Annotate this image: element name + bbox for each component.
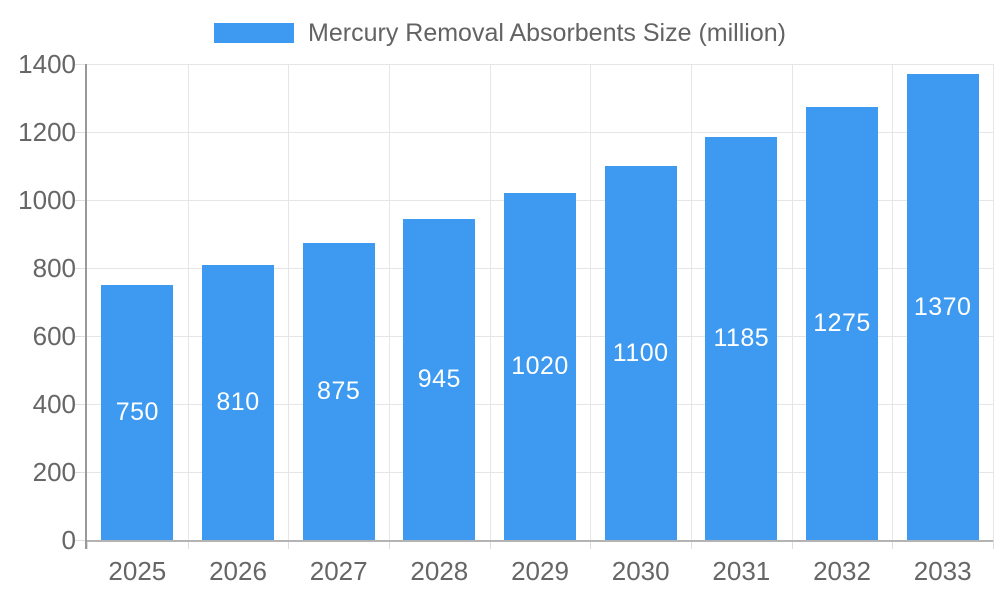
x-axis-line	[87, 540, 993, 542]
bar-value-label: 875	[317, 376, 361, 405]
y-tick-mark	[75, 131, 87, 133]
bar-2027[interactable]: 875	[302, 242, 375, 540]
gridline-vertical	[791, 64, 793, 540]
bar-2032[interactable]: 1275	[806, 106, 878, 540]
gridline-vertical	[489, 64, 491, 540]
gridline-vertical	[590, 64, 592, 540]
y-tick-mark	[75, 267, 87, 269]
y-tick-label: 800	[32, 253, 76, 283]
bar-2025[interactable]: 750	[101, 285, 174, 540]
bar-value-label: 1370	[913, 292, 972, 321]
gridline-vertical	[691, 64, 692, 540]
x-tick-mark	[993, 540, 994, 549]
x-tick-mark	[892, 540, 894, 549]
gridline-vertical	[389, 64, 390, 540]
x-tick-mark	[691, 540, 692, 549]
y-tick-mark	[75, 199, 87, 201]
x-tick-label: 2027	[309, 556, 368, 586]
bar-2030[interactable]: 1100	[604, 166, 677, 540]
bar-value-label: 1100	[612, 338, 669, 367]
x-tick-mark	[187, 540, 189, 549]
legend-label: Mercury Removal Absorbents Size (million…	[308, 18, 786, 47]
bar-2029[interactable]: 1020	[504, 193, 576, 540]
x-tick-label: 2031	[712, 556, 771, 586]
x-tick-label: 2029	[511, 556, 569, 586]
gridline-vertical	[892, 64, 894, 540]
y-tick-label: 1400	[18, 49, 76, 79]
x-tick-mark	[288, 540, 290, 549]
gridline-vertical	[288, 64, 290, 540]
x-tick-mark	[87, 540, 88, 549]
y-tick-label: 200	[32, 457, 76, 487]
bar-value-label: 945	[417, 364, 461, 393]
x-tick-label: 2032	[813, 556, 871, 586]
x-tick-mark	[389, 540, 390, 549]
gridline-vertical	[993, 64, 994, 540]
y-tick-mark	[75, 471, 87, 473]
bar-value-label: 1020	[511, 352, 569, 381]
y-tick-mark	[75, 335, 87, 337]
bar-value-label: 750	[115, 398, 159, 426]
bar-value-label: 810	[216, 387, 260, 416]
chart-legend[interactable]: Mercury Removal Absorbents Size (million…	[0, 16, 1000, 50]
x-tick-mark	[791, 540, 793, 549]
bar-2031[interactable]: 1185	[705, 137, 778, 540]
bar-value-label: 1185	[713, 324, 770, 353]
y-tick-label: 1200	[18, 117, 76, 147]
y-tick-label: 400	[32, 389, 76, 419]
y-tick-mark	[75, 403, 87, 405]
x-tick-mark	[590, 540, 592, 549]
y-tick-label: 0	[61, 525, 76, 555]
y-tick-mark	[75, 63, 87, 65]
gridline-horizontal	[87, 63, 993, 65]
legend-swatch	[214, 23, 295, 43]
x-tick-label: 2030	[611, 556, 670, 586]
y-axis-line	[85, 64, 87, 549]
x-tick-label: 2026	[209, 556, 267, 586]
x-tick-label: 2025	[108, 556, 167, 586]
gridline-vertical	[187, 64, 189, 540]
y-tick-mark	[75, 539, 87, 541]
x-tick-label: 2028	[410, 556, 469, 586]
x-tick-label: 2033	[913, 556, 972, 586]
y-tick-label: 1000	[18, 185, 76, 215]
bar-2028[interactable]: 945	[403, 218, 476, 540]
bar-2033[interactable]: 1370	[906, 74, 979, 540]
y-tick-label: 600	[32, 321, 76, 351]
gridline-horizontal	[87, 131, 993, 133]
bar-value-label: 1275	[813, 308, 871, 337]
x-tick-mark	[489, 540, 491, 549]
bar-2026[interactable]: 810	[202, 264, 274, 540]
